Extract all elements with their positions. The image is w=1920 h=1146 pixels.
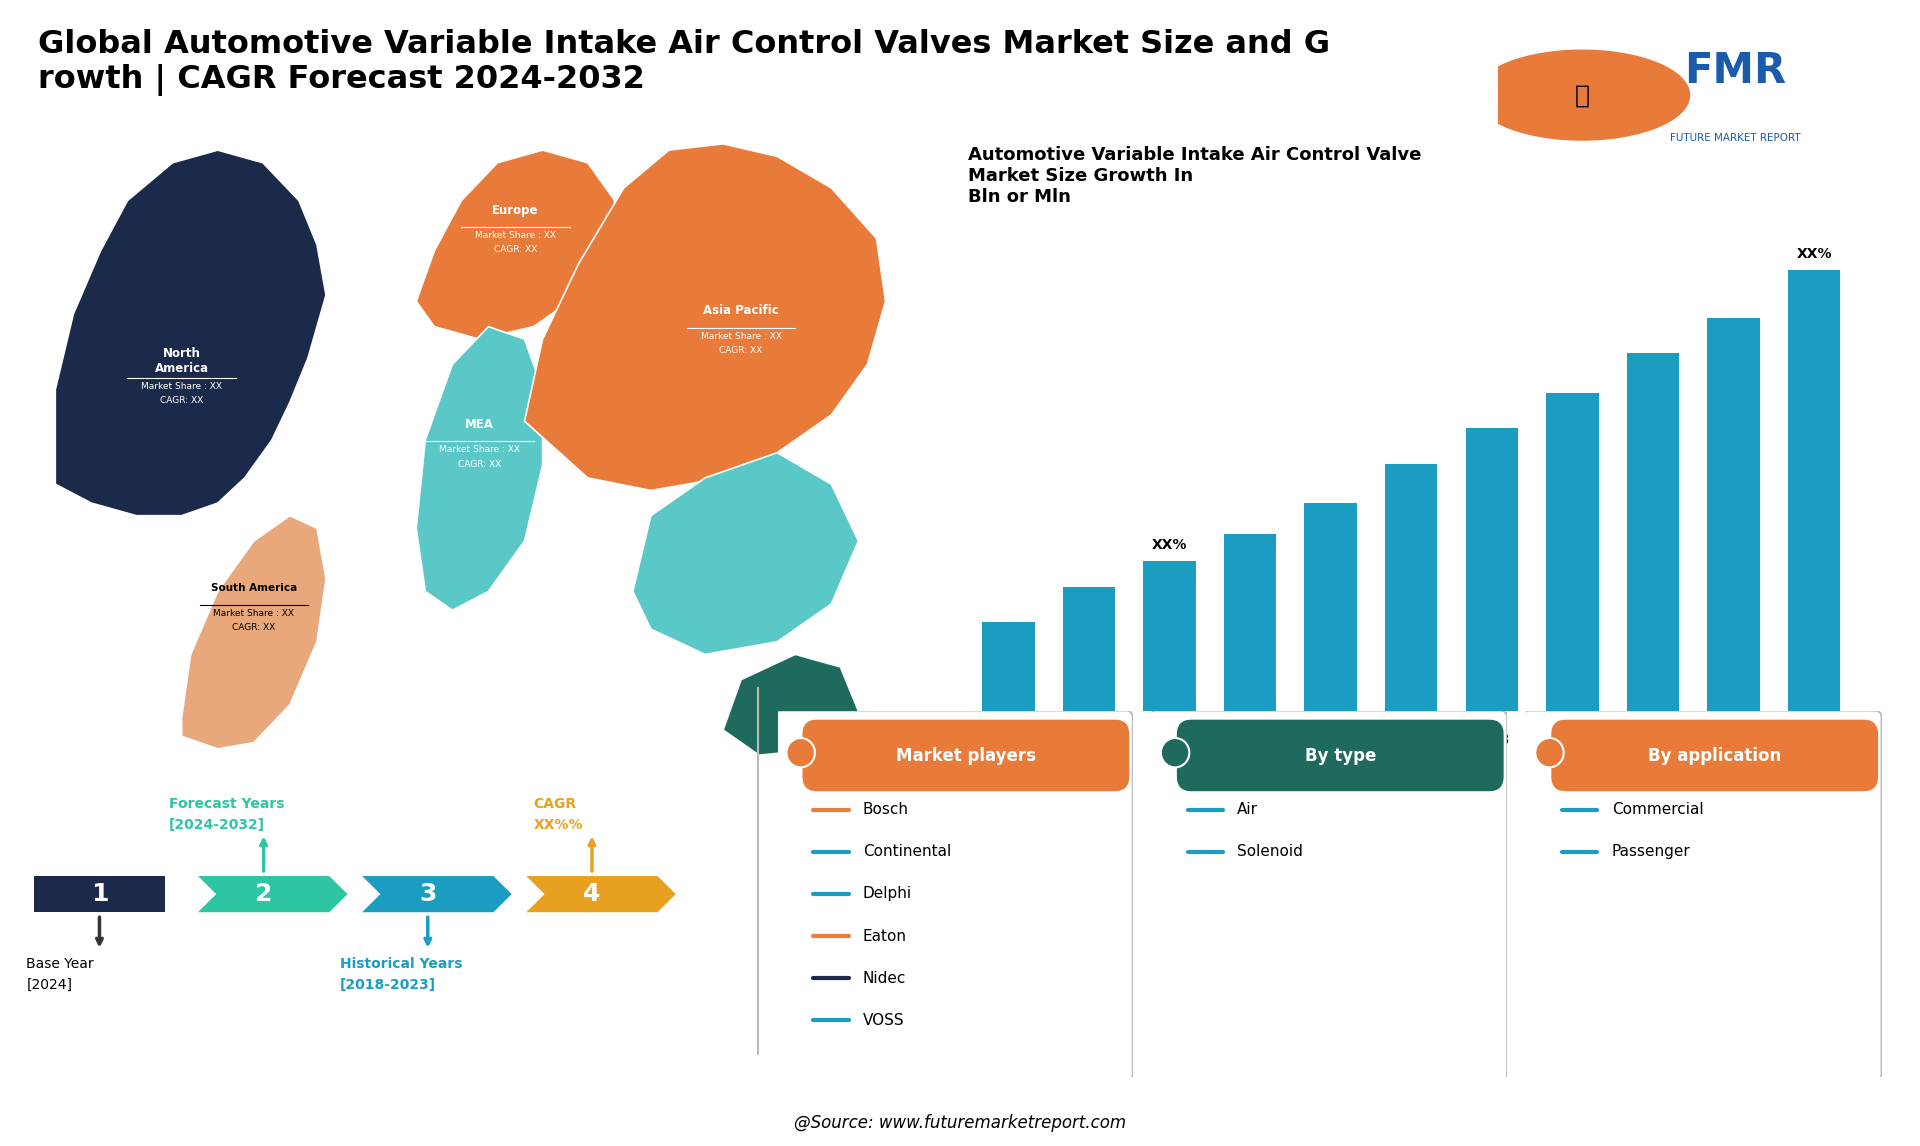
Polygon shape — [363, 876, 511, 912]
Text: Forecast Years: Forecast Years — [169, 796, 284, 811]
Bar — [983, 622, 1035, 711]
Text: Base Year: Base Year — [27, 957, 94, 971]
Text: CAGR: XX: CAGR: XX — [159, 397, 204, 406]
Text: 2029: 2029 — [1555, 732, 1590, 746]
Bar — [1626, 353, 1680, 711]
Circle shape — [1536, 738, 1563, 768]
Bar — [1304, 503, 1357, 711]
Polygon shape — [634, 453, 858, 654]
FancyBboxPatch shape — [803, 720, 1129, 791]
Text: 🔭: 🔭 — [1574, 84, 1590, 107]
Polygon shape — [524, 143, 885, 490]
Text: FMR: FMR — [1684, 50, 1788, 92]
FancyBboxPatch shape — [1148, 711, 1507, 1081]
Text: 1: 1 — [90, 882, 108, 906]
FancyBboxPatch shape — [35, 876, 165, 912]
Text: XX%: XX% — [1152, 537, 1187, 552]
Text: North
America: North America — [156, 347, 209, 375]
Bar — [1142, 560, 1196, 711]
Polygon shape — [198, 876, 348, 912]
Polygon shape — [724, 654, 858, 755]
Text: Automotive Variable Intake Air Control Valve
Market Size Growth In
Bln or Mln: Automotive Variable Intake Air Control V… — [968, 147, 1421, 206]
Polygon shape — [417, 327, 543, 610]
Text: 4: 4 — [584, 882, 601, 906]
Text: FUTURE MARKET REPORT: FUTURE MARKET REPORT — [1670, 133, 1801, 143]
Polygon shape — [1475, 50, 1690, 140]
Text: 2023: 2023 — [1071, 732, 1106, 746]
Text: Bosch: Bosch — [862, 802, 908, 817]
Text: Delphi: Delphi — [862, 886, 912, 902]
Text: Market Share : XX: Market Share : XX — [440, 445, 520, 454]
Text: VOSS: VOSS — [862, 1013, 904, 1028]
Text: Eaton: Eaton — [862, 928, 906, 943]
Bar — [1707, 319, 1759, 711]
Text: Europe: Europe — [492, 204, 540, 217]
Text: Global Automotive Variable Intake Air Control Valves Market Size and G
rowth | C: Global Automotive Variable Intake Air Co… — [38, 29, 1331, 96]
Text: Asia Pacific: Asia Pacific — [703, 305, 780, 317]
Text: Market Share : XX: Market Share : XX — [213, 609, 294, 618]
FancyBboxPatch shape — [1523, 711, 1882, 1081]
Text: 2027: 2027 — [1394, 732, 1428, 746]
Polygon shape — [56, 150, 326, 516]
FancyBboxPatch shape — [774, 711, 1133, 1081]
Circle shape — [1162, 738, 1188, 768]
Polygon shape — [526, 876, 676, 912]
Text: CAGR: XX: CAGR: XX — [232, 623, 275, 633]
Polygon shape — [182, 516, 326, 749]
Text: CAGR: XX: CAGR: XX — [720, 346, 762, 355]
Text: Market players: Market players — [897, 747, 1037, 764]
Text: Market Share : XX: Market Share : XX — [142, 382, 223, 391]
Text: CAGR: CAGR — [534, 796, 576, 811]
Text: Air: Air — [1236, 802, 1258, 817]
Text: 3: 3 — [419, 882, 436, 906]
Circle shape — [787, 738, 814, 768]
Text: 2026: 2026 — [1313, 732, 1348, 746]
Text: CAGR: XX: CAGR: XX — [493, 245, 538, 254]
Bar — [1788, 269, 1839, 711]
Text: @Source: www.futuremarketreport.com: @Source: www.futuremarketreport.com — [795, 1114, 1125, 1132]
Text: Market Share : XX: Market Share : XX — [701, 331, 781, 340]
Text: 2028: 2028 — [1475, 732, 1509, 746]
Text: 2022: 2022 — [991, 732, 1025, 746]
Text: 2032: 2032 — [1797, 732, 1832, 746]
Text: Nidec: Nidec — [862, 971, 906, 986]
Bar — [1465, 429, 1519, 711]
Text: Passenger: Passenger — [1611, 845, 1690, 860]
Text: Continental: Continental — [862, 845, 950, 860]
Text: Commercial: Commercial — [1611, 802, 1703, 817]
Bar — [1223, 534, 1277, 711]
Text: Historical Years: Historical Years — [340, 957, 463, 971]
Text: Solenoid: Solenoid — [1236, 845, 1304, 860]
Text: CAGR: XX: CAGR: XX — [457, 460, 501, 469]
Bar — [1384, 464, 1438, 711]
Text: [2024]: [2024] — [27, 978, 73, 991]
Text: [2018-2023]: [2018-2023] — [340, 978, 436, 991]
Text: Market Share : XX: Market Share : XX — [474, 230, 557, 240]
Text: [2024-2032]: [2024-2032] — [169, 818, 265, 832]
Text: 2024: 2024 — [1152, 732, 1187, 746]
Text: 2030: 2030 — [1636, 732, 1670, 746]
FancyBboxPatch shape — [1177, 720, 1503, 791]
Text: XX%: XX% — [1797, 246, 1832, 261]
Polygon shape — [417, 150, 614, 339]
Text: By type: By type — [1304, 747, 1377, 764]
Bar — [1064, 587, 1116, 711]
Text: MEA: MEA — [465, 418, 493, 431]
FancyBboxPatch shape — [1551, 720, 1878, 791]
Text: By application: By application — [1647, 747, 1782, 764]
Text: South America: South America — [211, 583, 298, 594]
Text: 2025: 2025 — [1233, 732, 1267, 746]
Text: 2031: 2031 — [1716, 732, 1751, 746]
Text: XX%%: XX%% — [534, 818, 584, 832]
Bar — [1546, 393, 1599, 711]
Text: 2: 2 — [255, 882, 273, 906]
